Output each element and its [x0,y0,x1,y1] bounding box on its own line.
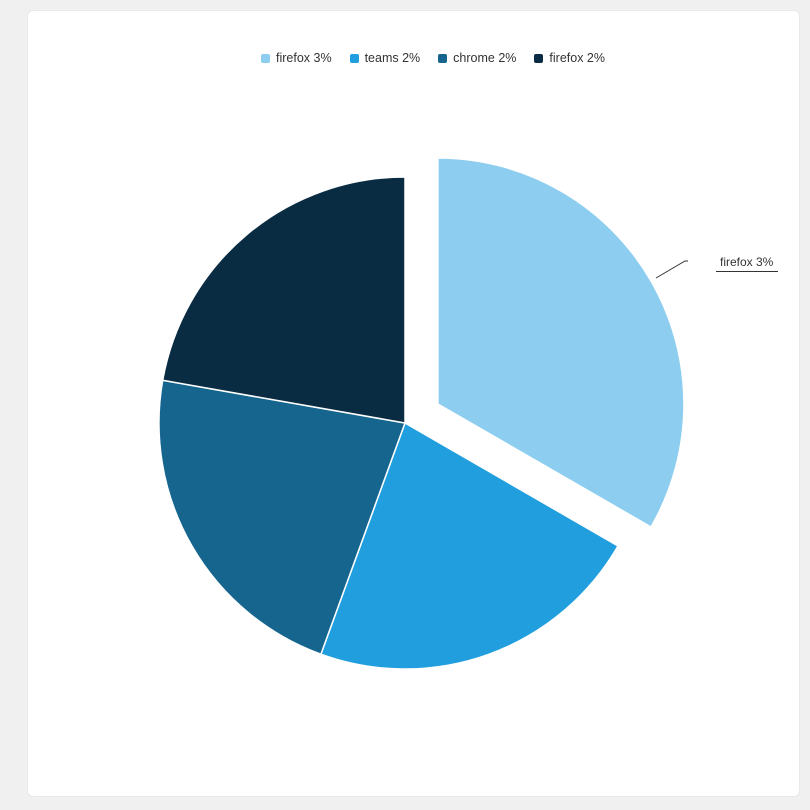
pie-data-label: firefox 3% [716,255,779,272]
legend-marker-icon [438,54,448,63]
legend-item-label: firefox 2% [549,51,605,65]
legend-item-teams-2[interactable]: teams 2% [349,51,421,66]
legend-marker-icon [260,54,270,63]
legend-item-firefox-2[interactable]: firefox 2% [534,51,605,66]
legend-item-label: teams 2% [364,51,421,65]
legend: firefox 3% teams 2% chrome 2% firefox 2% [28,51,810,66]
pie-slice-firefox-0[interactable] [437,157,685,529]
legend-item-label: firefox 3% [275,51,332,65]
legend-item-chrome-2[interactable]: chrome 2% [438,51,516,66]
legend-marker-icon [534,54,544,63]
pie-slice-teams-1[interactable] [319,421,620,670]
legend-item-firefox-3[interactable]: firefox 3% [260,51,332,66]
pie-slice-chrome-2[interactable] [158,379,407,656]
label-connector-line [655,260,688,279]
pie-slices-group [158,157,685,670]
legend-item-label: chrome 2% [453,51,517,65]
legend-marker-icon [349,54,359,63]
pie-slice-firefox-3[interactable] [161,176,406,424]
